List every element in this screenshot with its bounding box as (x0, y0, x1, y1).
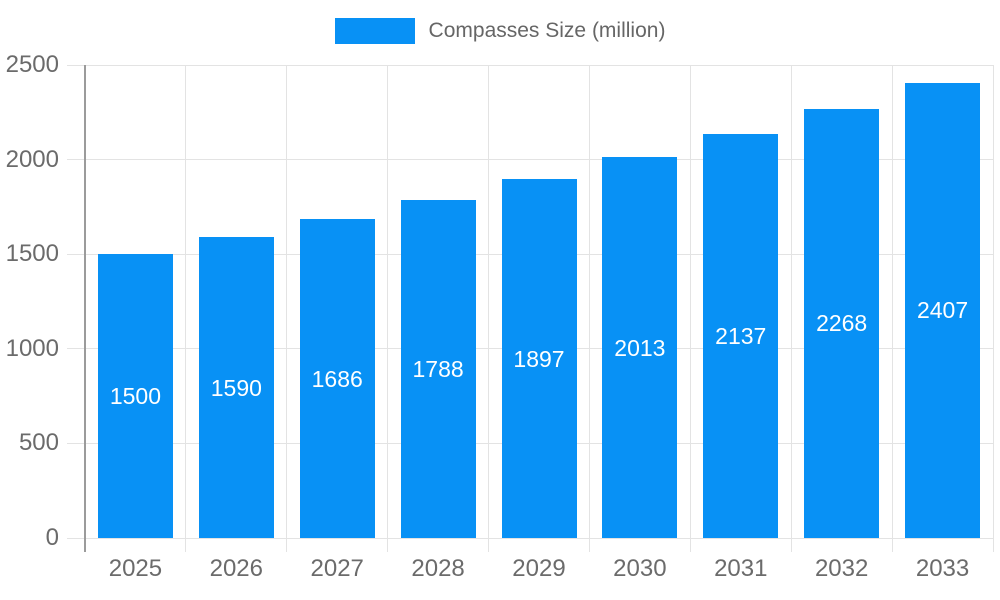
bar-value-label: 2013 (614, 334, 666, 361)
y-tick-label: 1500 (5, 240, 59, 268)
bar-value-label: 1788 (412, 355, 464, 382)
gridline-vertical (387, 65, 389, 552)
legend-label: Compasses Size (million) (428, 19, 666, 42)
chart-legend[interactable]: Compasses Size (million) (0, 18, 1000, 44)
x-tick-label: 2032 (814, 555, 869, 582)
bar[interactable]: 1686 (299, 219, 375, 538)
y-tick-label: 500 (18, 429, 59, 457)
bar[interactable]: 1500 (97, 254, 173, 538)
bar[interactable]: 1897 (501, 179, 577, 538)
gridline-vertical (286, 65, 288, 552)
y-tick-label: 0 (45, 524, 59, 551)
gridline-vertical (689, 65, 691, 552)
bar-value-label: 1500 (109, 383, 162, 410)
gridline-horizontal (67, 537, 993, 539)
gridline-horizontal (67, 159, 993, 161)
gridline-vertical (185, 65, 187, 552)
x-tick-label: 2026 (209, 555, 263, 582)
bar[interactable]: 2137 (703, 133, 779, 538)
gridline-vertical (992, 65, 994, 552)
y-tick-label: 2000 (5, 145, 59, 173)
x-tick-label: 2033 (915, 555, 970, 582)
x-tick-label: 2029 (512, 555, 566, 582)
bar[interactable]: 1788 (400, 199, 476, 538)
bar-value-label: 1897 (513, 345, 565, 372)
legend-swatch (334, 18, 415, 44)
bar[interactable]: 2013 (602, 157, 678, 538)
gridline-vertical (588, 65, 590, 552)
bar-value-label: 1686 (311, 365, 363, 392)
x-tick-label: 2027 (310, 555, 364, 582)
x-tick-label: 2030 (613, 555, 667, 582)
x-tick-label: 2031 (714, 555, 768, 582)
gridline-horizontal (67, 64, 993, 66)
y-tick-label: 1000 (5, 334, 59, 362)
bar[interactable]: 1590 (198, 237, 274, 538)
y-tick-label: 2500 (5, 51, 59, 78)
bar-value-label: 2268 (816, 310, 868, 337)
bar[interactable]: 2407 (905, 82, 981, 538)
x-tick-label: 2025 (108, 555, 163, 582)
bar[interactable]: 2268 (804, 108, 880, 538)
bar-value-label: 2407 (916, 297, 969, 324)
plot-area: 0 500 1000 1500 2000 2500 1500 2025 1590 2026 1686… (6, 51, 994, 582)
gridline-vertical (790, 65, 792, 552)
gridline-vertical (891, 65, 893, 552)
x-tick-label: 2028 (411, 555, 465, 582)
bar-value-label: 2137 (715, 322, 767, 349)
bar-value-label: 1590 (210, 374, 262, 401)
gridline-vertical (488, 65, 490, 552)
y-axis-line (84, 65, 86, 552)
